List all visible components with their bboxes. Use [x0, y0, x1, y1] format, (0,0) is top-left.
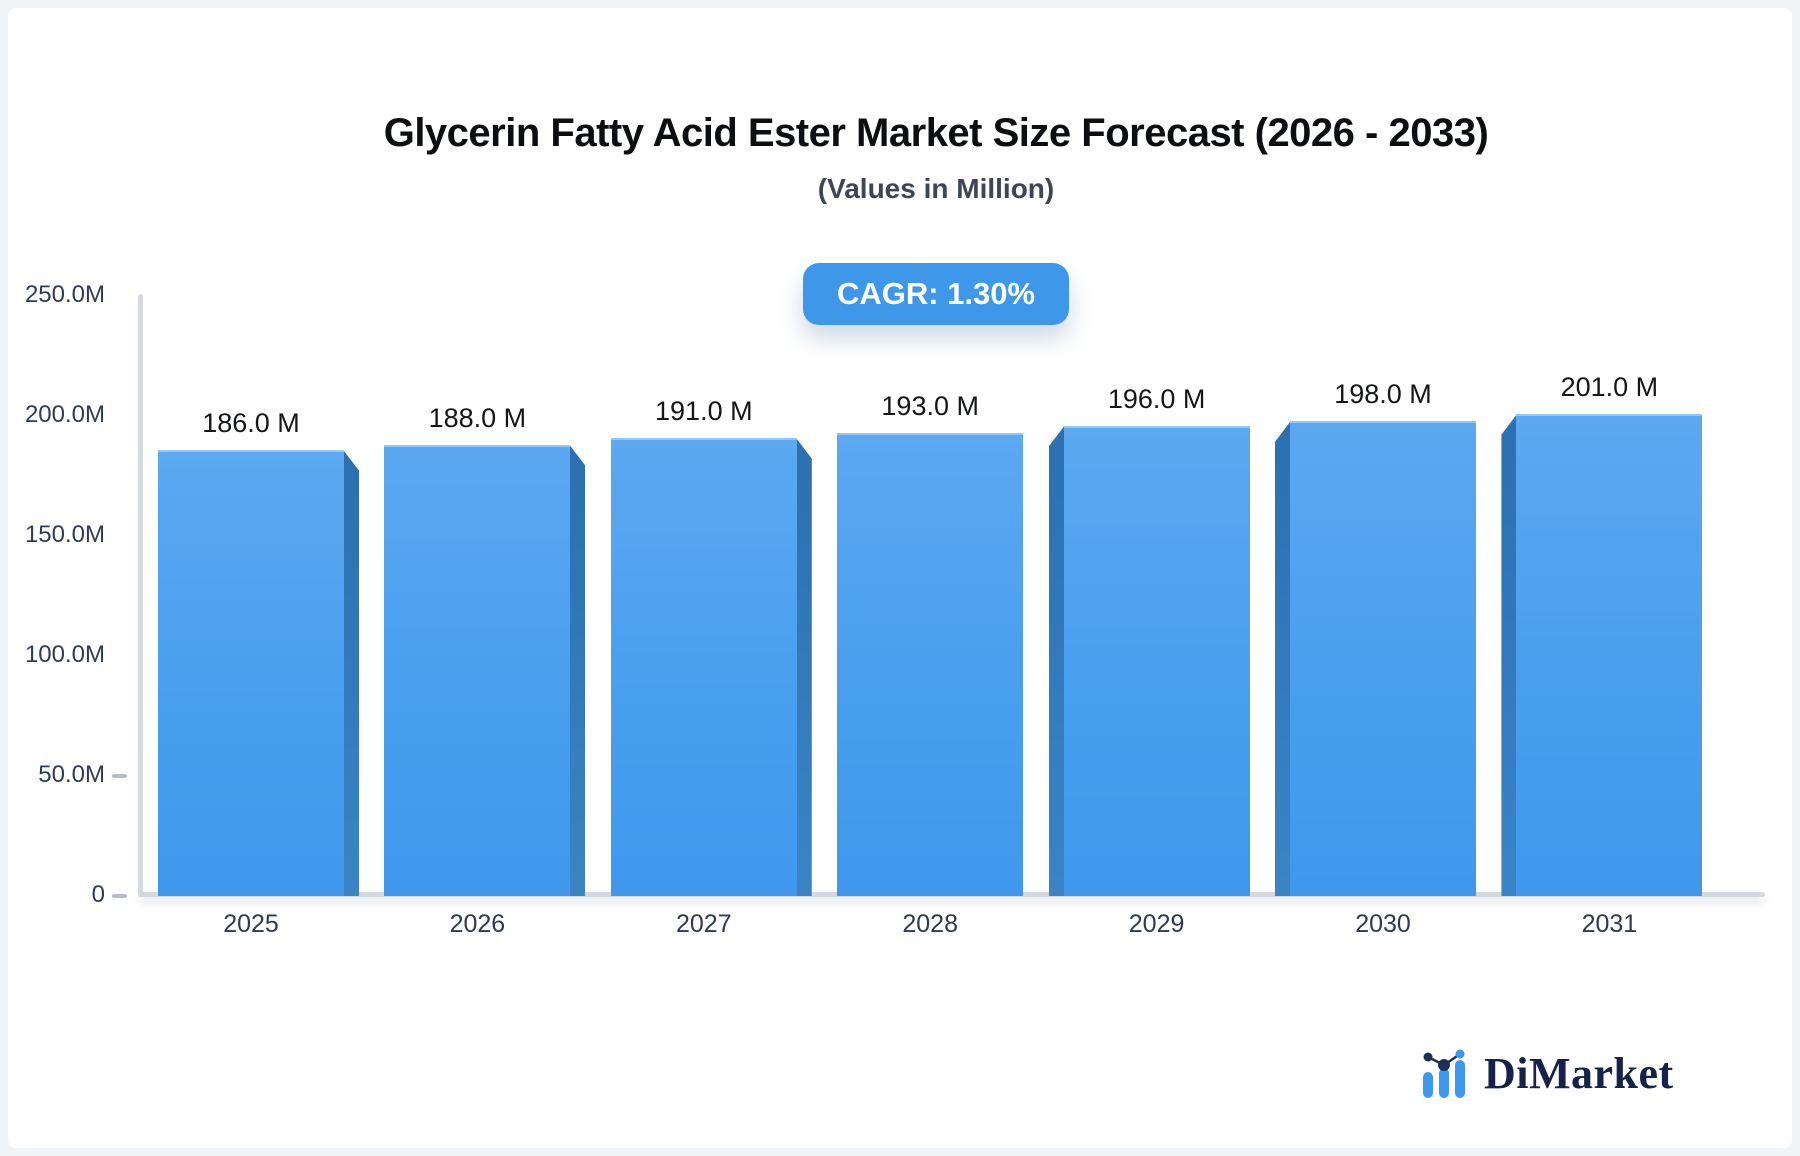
- chart-subtitle: (Values in Million): [817, 173, 1055, 204]
- bar-side-2031: [1501, 413, 1518, 896]
- bar-value-label: 201.0 M: [1560, 371, 1659, 402]
- x-axis-label: 2030: [1355, 910, 1411, 938]
- y-axis-label: 0: [91, 881, 105, 908]
- x-axis-label: 2025: [223, 910, 279, 938]
- bar-2027[interactable]: [610, 437, 797, 896]
- bar-value-label: 188.0 M: [428, 402, 527, 433]
- bar-2028[interactable]: [837, 432, 1024, 896]
- bar-2029[interactable]: [1063, 425, 1250, 896]
- bar-side-2027: [795, 437, 812, 896]
- chart-title: Glycerin Fatty Acid Ester Market Size Fo…: [383, 111, 1489, 155]
- cagr-badge-row: CAGR: 1.30%: [138, 263, 1734, 325]
- bar-2026[interactable]: [384, 444, 571, 896]
- bar-side-2029: [1048, 425, 1065, 896]
- y-axis-label: 100.0M: [24, 641, 105, 668]
- dimarket-logo-text: DiMarket: [1484, 1048, 1674, 1098]
- y-axis-tick: [112, 774, 127, 778]
- bar-side-2025: [343, 449, 359, 896]
- x-axis-label: 2031: [1581, 910, 1638, 938]
- bar-side-2030: [1275, 420, 1291, 896]
- y-axis-tick: [112, 894, 127, 898]
- bar-value-label: 186.0 M: [202, 407, 300, 438]
- bar-2030[interactable]: [1290, 420, 1476, 896]
- dimarket-logo-icon: [1423, 1049, 1465, 1098]
- bar-2025[interactable]: [158, 449, 344, 896]
- y-axis-line: [138, 294, 143, 896]
- bar-value-label: 196.0 M: [1107, 383, 1206, 414]
- x-axis-label: 2026: [449, 910, 506, 938]
- x-axis-label: 2027: [675, 910, 732, 938]
- bar-side-2026: [569, 444, 586, 896]
- chart-card: Glycerin Fatty Acid Ester Market Size Fo…: [8, 8, 1792, 1148]
- y-axis-label: 250.0M: [24, 281, 105, 308]
- x-axis-label: 2028: [902, 910, 958, 938]
- y-axis-label: 50.0M: [38, 761, 105, 788]
- x-axis-label: 2029: [1128, 910, 1185, 938]
- y-axis-label: 150.0M: [24, 521, 105, 548]
- cagr-badge: CAGR: 1.30%: [802, 263, 1070, 325]
- y-axis-label: 200.0M: [24, 401, 105, 428]
- bar-value-label: 191.0 M: [655, 395, 753, 426]
- plot-area: 250.0M 200.0M 150.0M 100.0M 50.0M 0 186.0 M 202…: [8, 8, 1792, 1148]
- bar-value-label: 193.0 M: [881, 390, 979, 421]
- dimarket-logo: DiMarket: [1420, 1046, 1674, 1100]
- bar-2031[interactable]: [1516, 413, 1703, 896]
- bar-value-label: 198.0 M: [1334, 378, 1432, 409]
